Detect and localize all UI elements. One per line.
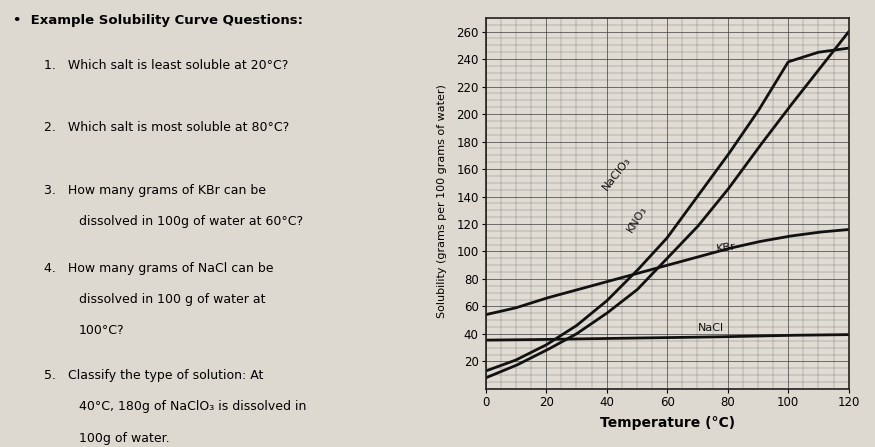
X-axis label: Temperature (°C): Temperature (°C) (599, 416, 735, 430)
Text: KBr: KBr (716, 242, 736, 254)
Text: NaClO₃: NaClO₃ (600, 155, 633, 192)
Text: 100g of water.: 100g of water. (79, 432, 170, 445)
Text: 4.   How many grams of NaCl can be: 4. How many grams of NaCl can be (44, 262, 273, 275)
Text: 2.   Which salt is most soluble at 80°C?: 2. Which salt is most soluble at 80°C? (44, 121, 289, 134)
Text: NaCl: NaCl (697, 323, 724, 333)
Text: dissolved in 100 g of water at: dissolved in 100 g of water at (79, 293, 265, 306)
Text: 3.   How many grams of KBr can be: 3. How many grams of KBr can be (44, 184, 266, 197)
Text: 40°C, 180g of NaClO₃ is dissolved in: 40°C, 180g of NaClO₃ is dissolved in (79, 401, 306, 413)
Text: 1.   Which salt is least soluble at 20°C?: 1. Which salt is least soluble at 20°C? (44, 59, 288, 72)
Text: KNO₃: KNO₃ (625, 204, 648, 234)
Text: 5.   Classify the type of solution: At: 5. Classify the type of solution: At (44, 369, 263, 382)
Text: •  Example Solubility Curve Questions:: • Example Solubility Curve Questions: (13, 14, 303, 27)
Text: Solubility (grams per 100 grams of water): Solubility (grams per 100 grams of water… (437, 84, 447, 318)
Text: dissolved in 100g of water at 60°C?: dissolved in 100g of water at 60°C? (79, 215, 303, 228)
Text: 100°C?: 100°C? (79, 325, 124, 337)
